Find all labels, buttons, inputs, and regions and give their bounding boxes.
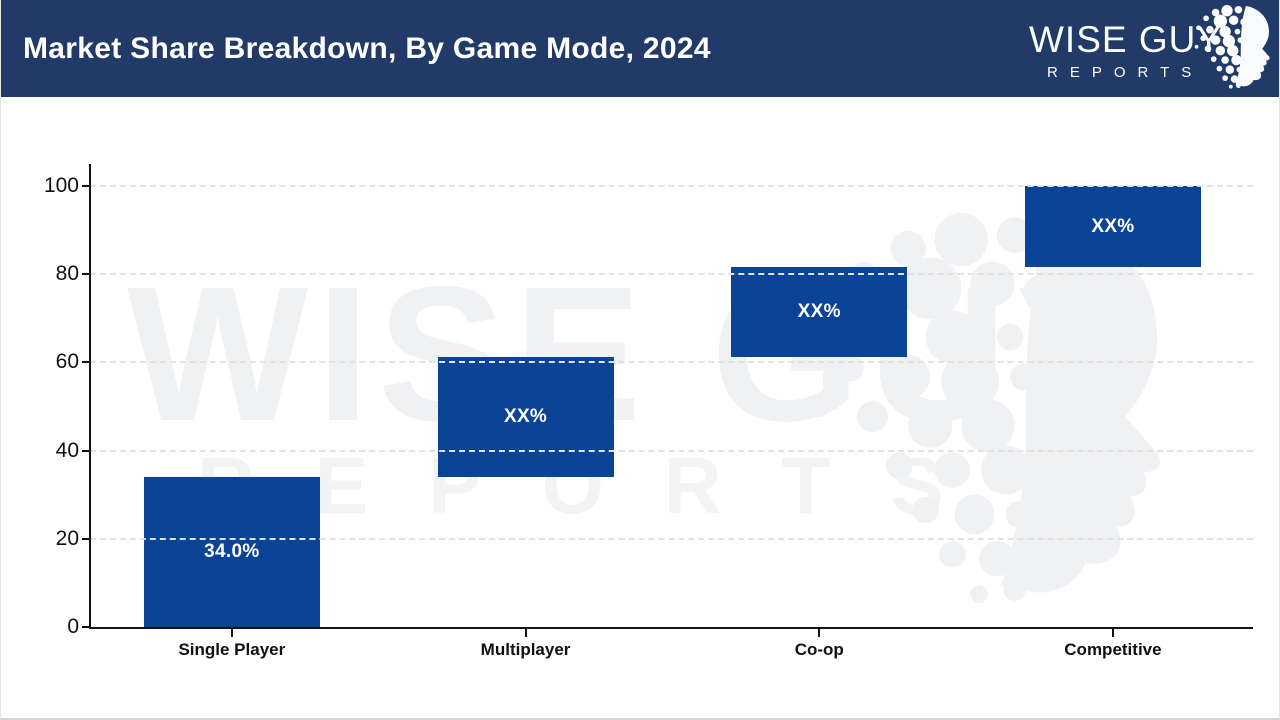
y-axis-tick-label: 40 <box>55 438 79 462</box>
y-axis-line <box>89 164 91 629</box>
x-axis-label-multiplayer: Multiplayer <box>480 640 571 659</box>
y-axis-tick-label: 100 <box>43 174 79 197</box>
gridline <box>90 273 1253 276</box>
y-axis-tick-label: 20 <box>55 526 79 550</box>
page-title: Market Share Breakdown, By Game Mode, 20… <box>23 31 711 65</box>
y-axis-tick-label: 60 <box>55 350 79 374</box>
y-axis-tick-label: 80 <box>55 262 79 286</box>
y-axis-tick <box>82 626 90 628</box>
y-axis-tick-label: 0 <box>67 615 79 638</box>
brand-logo: WISE GUY REPORTS <box>1029 5 1270 89</box>
gridline <box>90 449 1253 452</box>
brand-subtext: REPORTS <box>1047 64 1203 81</box>
x-axis-tick <box>524 629 527 637</box>
brand-wordmark: WISE GUY <box>1029 19 1222 60</box>
x-axis-label-co-op: Co-op <box>794 640 844 659</box>
y-axis-tick <box>82 537 90 540</box>
bar-value-label: XX% <box>503 406 548 428</box>
x-axis-label-competitive: Competitive <box>1064 640 1162 659</box>
x-axis-tick <box>818 629 821 637</box>
bar-value-label: 34.0% <box>204 541 260 563</box>
header-bar: Market Share Breakdown, By Game Mode, 20… <box>1 0 1279 97</box>
gridline <box>90 537 1253 540</box>
gridline <box>90 361 1253 364</box>
x-axis-tick <box>1111 629 1114 637</box>
bar-value-label: XX% <box>797 301 841 323</box>
x-axis-label-single-player: Single Player <box>178 640 286 659</box>
bar-value-label: XX% <box>1091 215 1135 237</box>
x-axis-tick <box>230 629 233 637</box>
y-axis-tick <box>82 361 90 364</box>
gridline <box>90 185 1253 187</box>
bar-co-op: XX% <box>731 267 908 358</box>
bar-multiplayer: XX% <box>437 357 614 478</box>
bar-competitive: XX% <box>1024 186 1201 268</box>
y-axis-tick <box>82 449 90 452</box>
bar-single-player: 34.0% <box>143 477 320 627</box>
y-axis-tick <box>82 185 90 187</box>
y-axis-tick <box>82 273 90 276</box>
x-axis-line <box>89 627 1253 629</box>
